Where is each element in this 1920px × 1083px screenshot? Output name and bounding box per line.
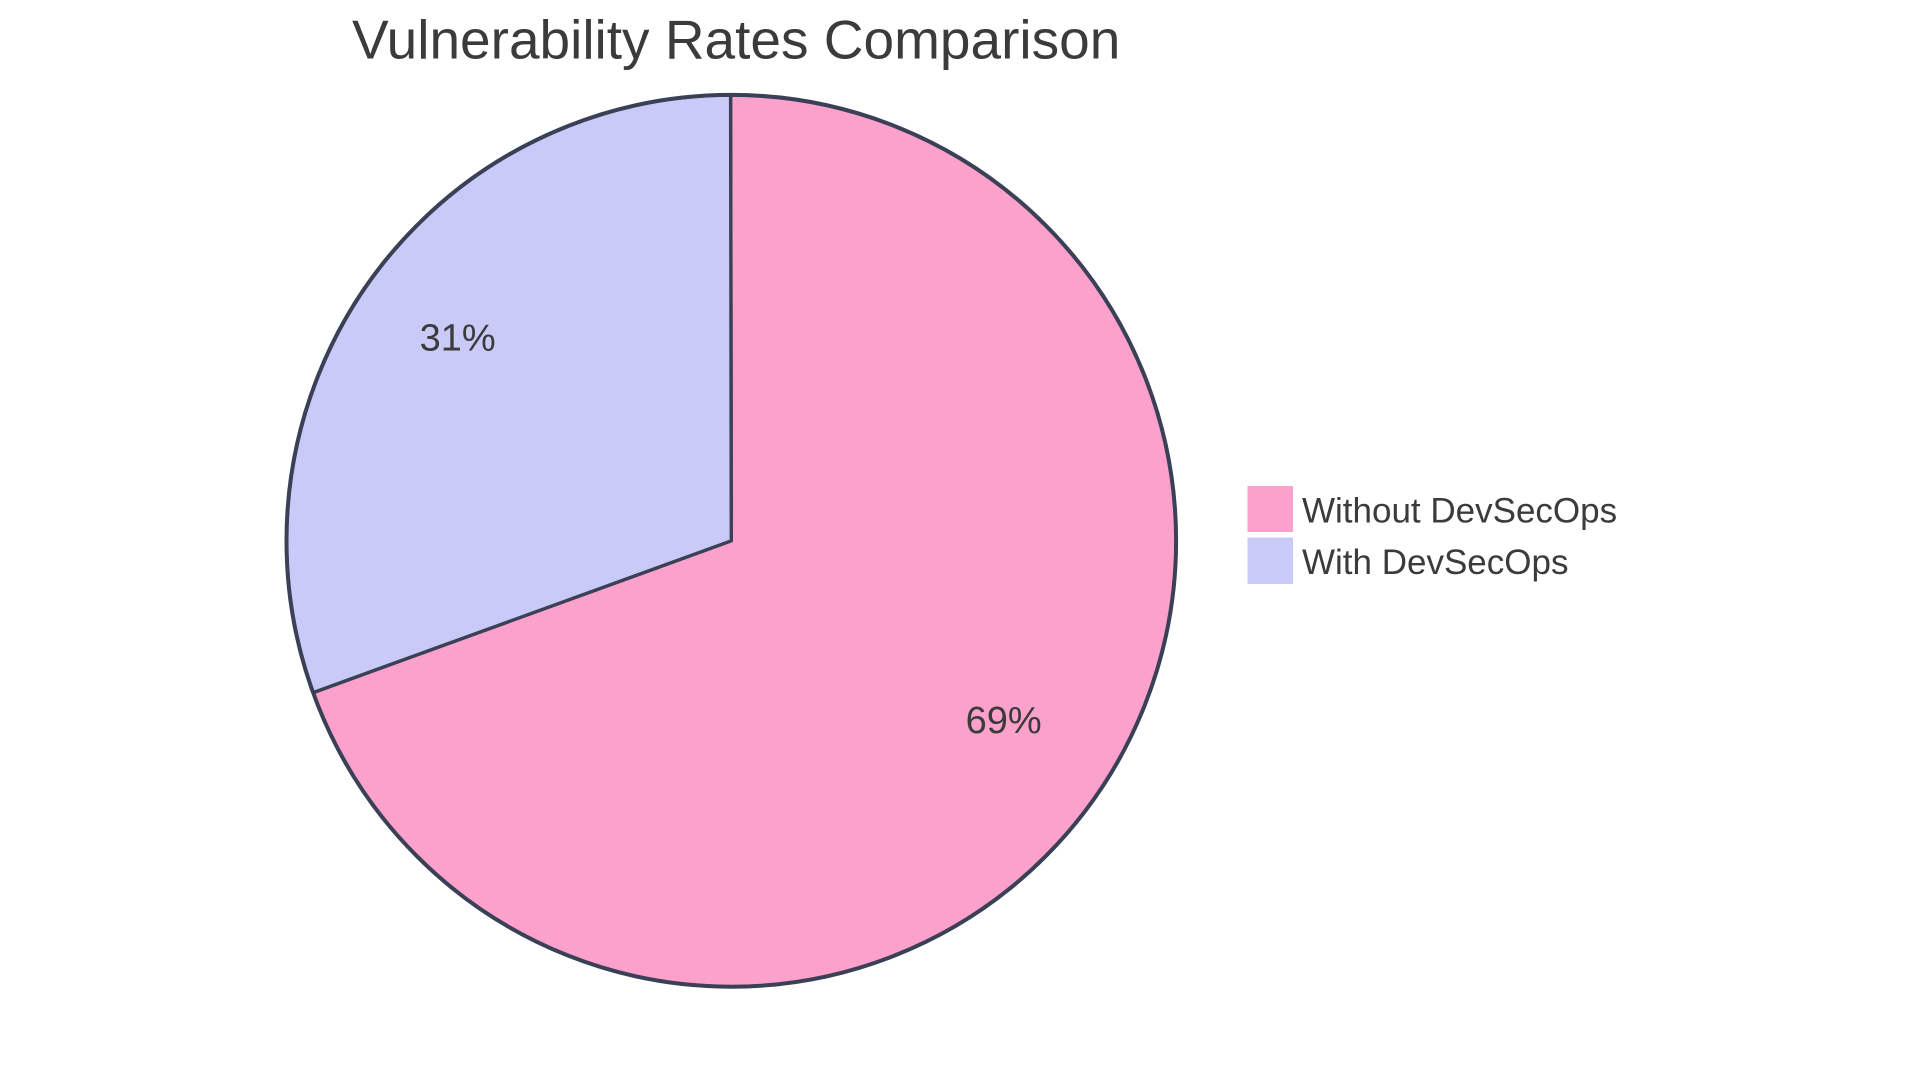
svg-text:31%: 31%	[420, 318, 496, 360]
svg-text:Without DevSecOps: Without DevSecOps	[1302, 491, 1617, 530]
svg-text:69%: 69%	[966, 700, 1042, 742]
svg-text:Vulnerability Rates Comparison: Vulnerability Rates Comparison	[352, 9, 1120, 71]
svg-text:With DevSecOps: With DevSecOps	[1302, 543, 1568, 582]
